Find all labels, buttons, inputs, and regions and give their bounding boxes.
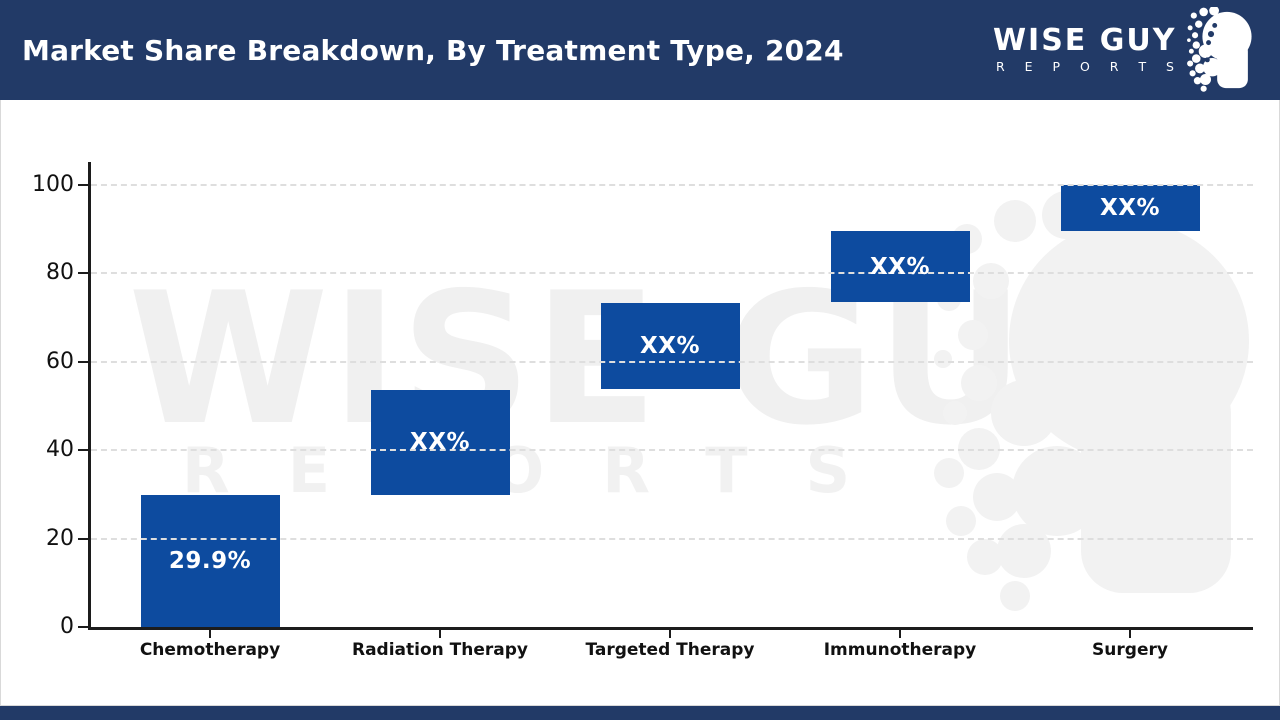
page-title: Market Share Breakdown, By Treatment Typ… xyxy=(22,33,844,67)
bar-value-label: XX% xyxy=(639,333,700,360)
x-tick xyxy=(1129,630,1131,638)
y-tick-label: 60 xyxy=(46,348,74,374)
gridline-20 xyxy=(91,537,1253,540)
x-axis-spine xyxy=(88,627,1253,630)
x-category-label: Chemotherapy xyxy=(139,640,281,660)
gridline-80 xyxy=(91,272,1253,275)
bar-value-label: XX% xyxy=(1099,194,1160,221)
gridline-60 xyxy=(91,360,1253,363)
brand-logo: WISE GUY R E P O R T S xyxy=(993,7,1262,93)
y-tick xyxy=(78,272,88,275)
x-tick xyxy=(899,630,901,638)
brand-logo-text: WISE GUY R E P O R T S xyxy=(992,23,1182,75)
x-category-label: Surgery xyxy=(1092,640,1168,660)
y-tick-label: 20 xyxy=(46,525,74,551)
y-tick-label: 100 xyxy=(32,172,74,197)
y-tick-label: 40 xyxy=(46,437,74,463)
y-tick xyxy=(78,626,88,628)
footer-bar xyxy=(0,706,1280,720)
y-tick xyxy=(78,449,88,452)
x-tick xyxy=(209,630,211,638)
y-tick xyxy=(78,537,88,540)
y-tick-label: 80 xyxy=(46,260,74,286)
bar-value-label: XX% xyxy=(869,253,930,280)
brand-face-icon xyxy=(1187,7,1252,92)
brand-subtitle: R E P O R T S xyxy=(995,59,1182,74)
bar-surgery: XX% xyxy=(1060,185,1200,231)
y-tick-label: 0 xyxy=(60,614,74,639)
bar-chemotherapy: 29.9% xyxy=(140,494,280,627)
y-tick xyxy=(78,184,88,186)
y-axis-spine xyxy=(88,162,91,630)
bar-immunotherapy: XX% xyxy=(830,230,970,303)
x-category-label: Immunotherapy xyxy=(823,640,977,660)
bar-targeted-therapy: XX% xyxy=(600,303,740,390)
x-tick xyxy=(439,630,441,638)
x-tick xyxy=(669,630,671,638)
gridline-100 xyxy=(91,184,1253,186)
y-tick xyxy=(78,360,88,363)
bar-radiation-therapy: XX% xyxy=(370,390,510,495)
bar-value-label: XX% xyxy=(409,429,470,456)
x-category-label: Targeted Therapy xyxy=(585,640,755,660)
header: Market Share Breakdown, By Treatment Typ… xyxy=(0,0,1280,100)
brand-name: WISE GUY xyxy=(992,23,1177,58)
x-category-label: Radiation Therapy xyxy=(351,640,529,660)
gridline-40 xyxy=(91,449,1253,452)
bar-value-label: 29.9% xyxy=(168,547,252,574)
